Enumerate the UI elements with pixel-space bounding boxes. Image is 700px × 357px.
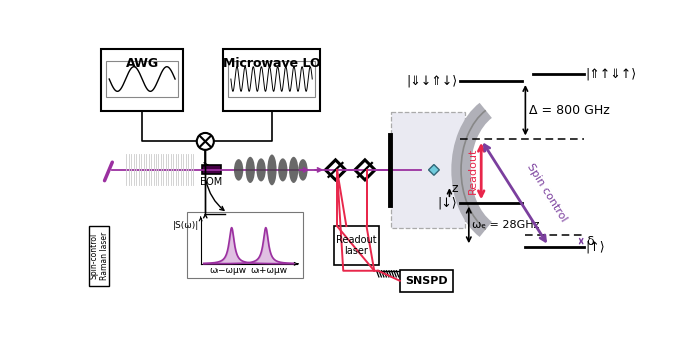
FancyBboxPatch shape [391, 112, 465, 228]
Text: |⇓↓⇑↓⟩: |⇓↓⇑↓⟩ [406, 75, 457, 88]
Text: Readout: Readout [468, 148, 478, 194]
Text: |↑⟩: |↑⟩ [586, 240, 606, 253]
FancyBboxPatch shape [202, 165, 220, 174]
Text: Microwave LO: Microwave LO [223, 57, 321, 70]
Text: z: z [452, 182, 458, 195]
FancyBboxPatch shape [102, 49, 183, 111]
Text: Spin control: Spin control [525, 162, 568, 224]
Ellipse shape [256, 159, 266, 181]
Ellipse shape [246, 157, 255, 183]
Ellipse shape [289, 157, 298, 183]
Polygon shape [428, 165, 440, 175]
Ellipse shape [234, 159, 244, 181]
Text: δ: δ [586, 235, 594, 248]
Text: ωₑ = 28GHz: ωₑ = 28GHz [472, 220, 540, 230]
FancyBboxPatch shape [334, 226, 379, 265]
Text: |⇑↑⇓↑⟩: |⇑↑⇓↑⟩ [586, 67, 637, 80]
Ellipse shape [267, 155, 276, 185]
FancyBboxPatch shape [187, 212, 303, 278]
FancyBboxPatch shape [89, 226, 109, 286]
Text: AWG: AWG [125, 57, 159, 70]
Text: ωₗ+ωμw: ωₗ+ωμw [251, 266, 288, 275]
Ellipse shape [278, 159, 288, 181]
Text: EOM: EOM [200, 177, 223, 187]
FancyBboxPatch shape [223, 49, 320, 111]
FancyBboxPatch shape [400, 270, 452, 292]
Circle shape [197, 133, 214, 150]
Text: SNSPD: SNSPD [405, 276, 447, 286]
Text: ωₗ−ωμw: ωₗ−ωμw [209, 266, 246, 275]
Text: |↓⟩: |↓⟩ [438, 196, 457, 210]
Text: Spin-control
Raman laser: Spin-control Raman laser [90, 232, 108, 280]
FancyBboxPatch shape [228, 61, 315, 97]
Text: |S(ω)|: |S(ω)| [173, 221, 199, 231]
Ellipse shape [298, 159, 307, 181]
FancyBboxPatch shape [106, 61, 178, 97]
Text: Δ = 800 GHz: Δ = 800 GHz [529, 104, 610, 117]
Text: Readout
laser: Readout laser [336, 235, 377, 256]
